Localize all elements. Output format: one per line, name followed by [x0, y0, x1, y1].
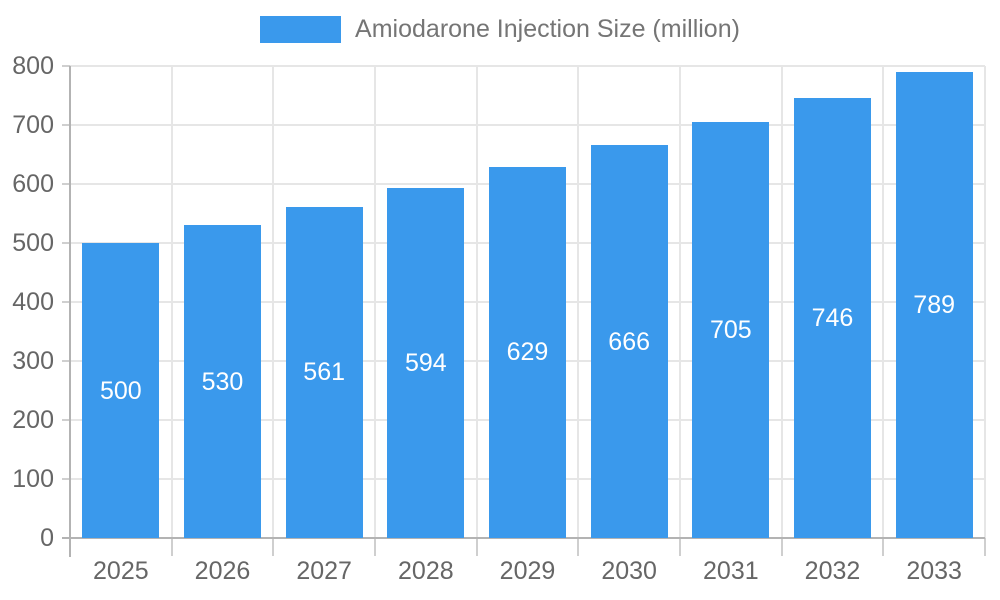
x-gridline	[170, 66, 173, 538]
y-gridline	[70, 65, 985, 67]
x-axis-line	[62, 537, 985, 539]
y-axis-tick	[62, 65, 70, 67]
x-axis-tick	[882, 538, 885, 556]
bar-value-label: 666	[608, 327, 651, 356]
x-gridline	[475, 66, 478, 538]
x-gridline	[780, 66, 783, 538]
y-axis-label: 300	[12, 347, 54, 375]
bar-value-label: 500	[99, 376, 142, 405]
x-axis-tick	[272, 538, 275, 556]
bar[interactable]: 629	[488, 166, 567, 538]
bar[interactable]: 500	[82, 243, 160, 538]
x-gridline	[272, 66, 275, 538]
y-axis-label: 0	[40, 524, 54, 552]
bar[interactable]: 530	[183, 225, 262, 538]
x-axis-label: 2031	[703, 557, 759, 585]
legend-label: Amiodarone Injection Size (million)	[355, 15, 740, 43]
x-axis-tick	[577, 538, 580, 556]
x-axis-label: 2029	[499, 557, 556, 585]
x-axis-tick	[374, 538, 376, 556]
x-axis-label: 2033	[906, 557, 962, 585]
chart-legend[interactable]: Amiodarone Injection Size (million)	[0, 16, 1000, 43]
x-axis-label: 2025	[93, 557, 149, 585]
bar[interactable]: 705	[692, 122, 770, 538]
x-gridline	[984, 66, 986, 538]
bar[interactable]: 561	[285, 207, 363, 538]
y-gridline	[70, 124, 985, 126]
x-axis-tick	[780, 538, 783, 556]
bar[interactable]: 746	[793, 97, 872, 538]
y-axis-label: 100	[12, 465, 54, 493]
legend-swatch-icon	[260, 16, 342, 43]
x-gridline	[577, 66, 580, 538]
bar-value-label: 561	[303, 358, 346, 387]
y-axis-tick	[62, 419, 70, 421]
bar[interactable]: 789	[895, 72, 973, 538]
y-axis-label: 800	[12, 52, 54, 80]
y-axis-label: 500	[12, 229, 54, 257]
bar-value-label: 594	[404, 348, 447, 377]
y-axis-label: 600	[12, 170, 54, 198]
y-axis-line	[69, 66, 71, 557]
x-gridline	[679, 66, 681, 538]
y-axis-label: 700	[12, 111, 54, 139]
y-axis-tick	[62, 183, 70, 185]
x-axis-label: 2032	[804, 557, 861, 585]
y-axis-tick	[62, 242, 70, 244]
bar-value-label: 705	[709, 316, 752, 345]
x-axis-label: 2028	[398, 557, 454, 585]
x-axis-label: 2030	[601, 557, 657, 585]
x-axis-tick	[679, 538, 681, 556]
y-axis-tick	[62, 360, 70, 362]
bar-value-label: 789	[913, 291, 956, 320]
x-axis-tick	[475, 538, 478, 556]
x-axis-tick	[170, 538, 173, 556]
bar-value-label: 530	[201, 367, 244, 396]
x-axis-label: 2027	[296, 557, 352, 585]
x-axis-tick	[984, 538, 986, 556]
x-gridline	[882, 66, 885, 538]
y-axis-label: 200	[12, 406, 54, 434]
bar[interactable]: 666	[590, 145, 668, 538]
bar-value-label: 629	[506, 338, 549, 367]
bar[interactable]: 594	[387, 187, 465, 538]
x-axis-label: 2026	[194, 557, 251, 585]
x-gridline	[374, 66, 376, 538]
y-axis-tick	[62, 478, 70, 480]
y-axis-label: 400	[12, 288, 54, 316]
y-axis-tick	[62, 301, 70, 303]
bar-value-label: 746	[811, 303, 854, 332]
y-axis-tick	[62, 124, 70, 126]
